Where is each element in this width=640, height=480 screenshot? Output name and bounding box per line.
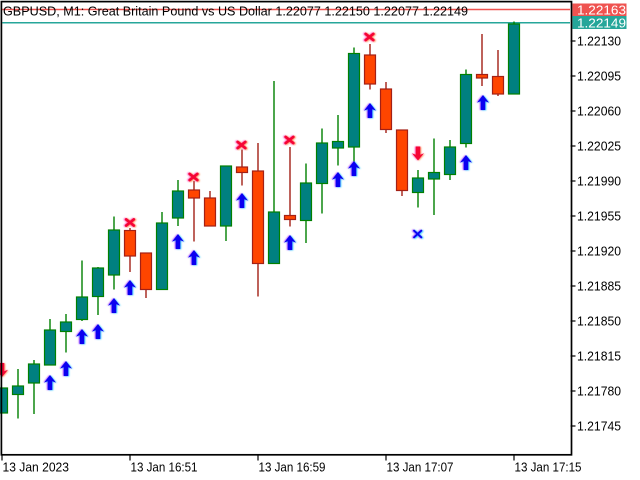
svg-text:13 Jan 16:51: 13 Jan 16:51 bbox=[131, 461, 198, 475]
svg-text:1.21920: 1.21920 bbox=[577, 245, 621, 259]
svg-text:1.21815: 1.21815 bbox=[577, 350, 621, 364]
svg-text:13 Jan 2023: 13 Jan 2023 bbox=[3, 461, 70, 475]
svg-text:1.21955: 1.21955 bbox=[577, 210, 621, 224]
svg-text:1.21850: 1.21850 bbox=[577, 315, 621, 329]
svg-text:1.21990: 1.21990 bbox=[577, 175, 621, 189]
svg-text:1.22025: 1.22025 bbox=[577, 140, 621, 154]
svg-text:1.21780: 1.21780 bbox=[577, 385, 621, 399]
svg-text:1.21745: 1.21745 bbox=[577, 420, 621, 434]
svg-text:1.22163: 1.22163 bbox=[577, 3, 626, 17]
svg-text:1.22095: 1.22095 bbox=[577, 70, 621, 84]
svg-text:13 Jan 17:07: 13 Jan 17:07 bbox=[387, 461, 454, 475]
svg-text:1.22130: 1.22130 bbox=[577, 35, 621, 49]
svg-text:1.22060: 1.22060 bbox=[577, 105, 621, 119]
svg-text:13 Jan 16:59: 13 Jan 16:59 bbox=[259, 461, 326, 475]
svg-text:1.22149: 1.22149 bbox=[577, 16, 626, 30]
svg-text:13 Jan 17:15: 13 Jan 17:15 bbox=[515, 461, 582, 475]
svg-text:1.21885: 1.21885 bbox=[577, 280, 621, 294]
svg-text:GBPUSD, M1: Great Britain Pou: GBPUSD, M1: Great Britain Pound vs US Do… bbox=[3, 4, 468, 18]
